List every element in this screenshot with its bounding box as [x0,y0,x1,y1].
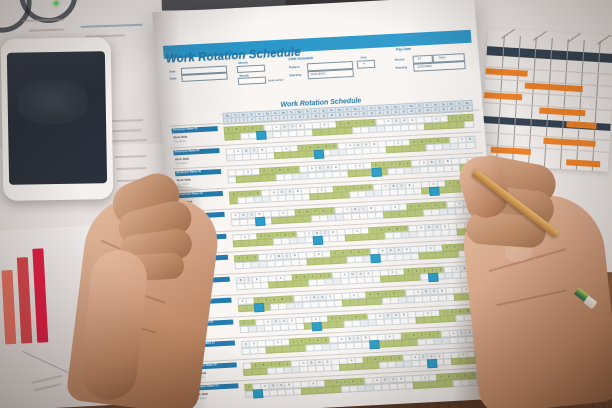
row-label-day-hours: Day Hours [173,139,186,144]
chart-bar [32,248,49,343]
date-header-cell[interactable]: 31 [462,104,473,113]
field-label-dept: Dept [169,76,177,81]
highlighted-shift-cell[interactable] [252,388,264,399]
row-label-day-hours: Day Hours [175,161,188,165]
row-label-work-shift: Work Shift [176,177,191,183]
screen-glare [17,79,89,125]
chart-bar [1,269,17,345]
highlighted-shift-cell[interactable] [426,358,438,368]
chart-bar [16,257,33,344]
section-label-shift-schedule: Shift Schedule [288,56,314,62]
gantt-bar [566,159,601,168]
smartphone[interactable] [0,37,114,201]
schedule-cell[interactable] [463,120,474,128]
field-value-period-unit: Days [438,55,446,60]
field-label-pattern: Pattern [288,64,300,70]
gantt-bar [483,92,523,101]
field-input-unit[interactable] [356,59,376,69]
field-label-pay-starting: Starting [395,65,408,70]
field-input-month[interactable] [236,64,266,74]
field-label-period: Period [394,57,405,62]
field-note-auto-enter: (auto enter) [267,77,284,83]
schedule-cell[interactable] [465,141,476,150]
field-label-year: Year [168,69,176,74]
gantt-bar [485,68,528,77]
phone-screen[interactable] [6,51,108,185]
row-label-work-shift: Work Shift [173,134,188,140]
highlighted-shift-cell[interactable] [253,302,265,313]
field-input-month-alt[interactable] [237,76,267,85]
highlighted-shift-cell[interactable] [369,339,381,350]
field-label-unit: Unit [360,55,367,60]
field-label-month-sub: Month [239,73,249,78]
field-value-unit: A [362,61,366,66]
highlighted-shift-cell[interactable] [313,149,325,159]
field-value-period: 14 [417,56,422,61]
highlighted-shift-cell[interactable] [371,167,383,178]
highlighted-shift-cell[interactable] [429,186,441,196]
field-label-month: Month [238,60,248,65]
gantt-chart-sheet [479,28,612,172]
field-value-pay-starting: 11/01/2021 [417,63,433,69]
highlighted-shift-cell[interactable] [370,253,382,264]
section-label-pay-date: Pay Date [395,46,412,52]
highlighted-shift-cell[interactable] [427,272,440,282]
highlighted-shift-cell[interactable] [254,216,267,227]
gantt-header-band [486,46,612,63]
highlighted-shift-cell[interactable] [311,321,323,331]
highlighted-shift-cell[interactable] [312,235,324,245]
field-value-shift-starting: 11/01/2021 [310,71,326,77]
row-label-work-shift: Work Shift [174,156,190,161]
field-label-shift-starting: Starting [289,72,302,78]
field-input-dept[interactable] [181,72,228,82]
highlighted-shift-cell[interactable] [256,130,268,141]
